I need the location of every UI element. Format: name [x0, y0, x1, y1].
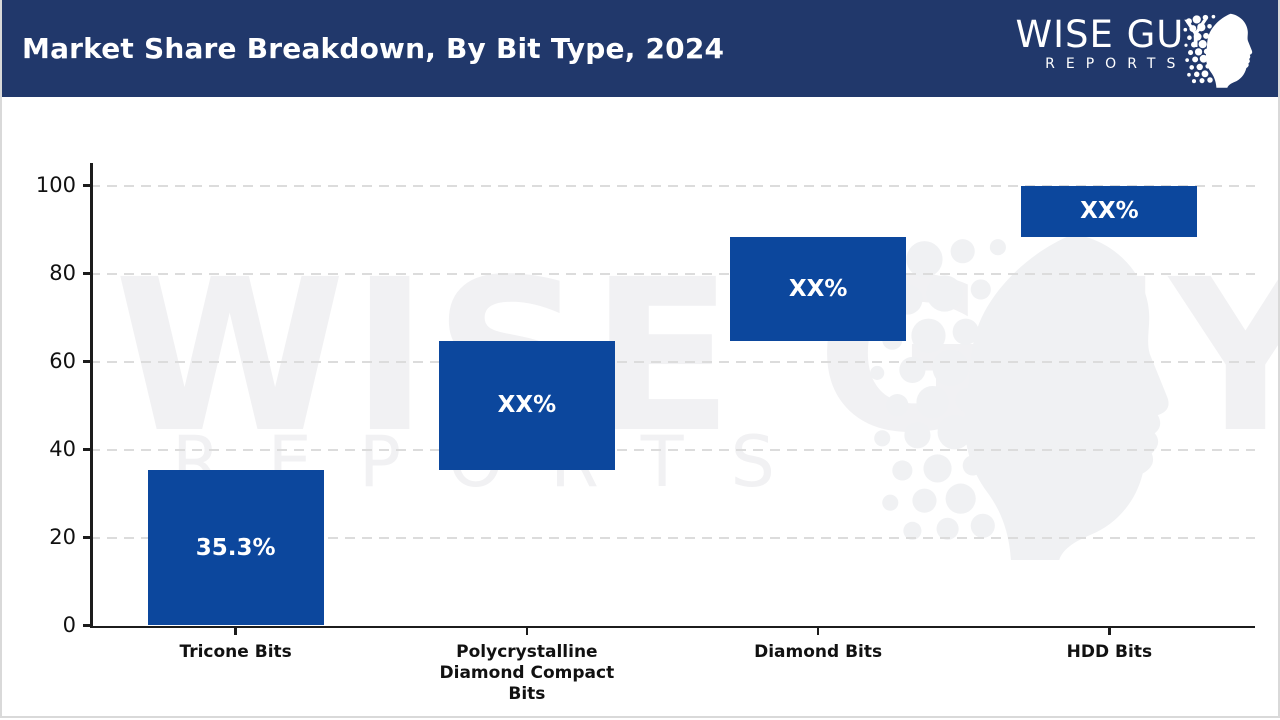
gridline	[90, 184, 1255, 187]
x-category-label: HDD Bits	[1066, 641, 1153, 662]
y-tick-label: 40	[49, 437, 76, 461]
gridline	[90, 448, 1255, 451]
bar-value-label: XX%	[1080, 198, 1139, 225]
y-tick-mark	[83, 448, 90, 451]
x-category-label: Tricone Bits	[179, 641, 292, 662]
y-tick-label: 80	[49, 261, 76, 285]
gridline	[90, 272, 1255, 275]
y-tick-mark	[83, 184, 90, 187]
page-title: Market Share Breakdown, By Bit Type, 202…	[22, 32, 725, 65]
gridline	[90, 360, 1255, 363]
x-category-label: Diamond Bits	[754, 641, 883, 662]
wiseguy-logo: WISE GUY REPORTS	[1012, 4, 1268, 92]
chart: WISE GUY REPORTS 02040608010035.3%Tricon…	[2, 97, 1278, 716]
logo-face-icon	[1183, 13, 1253, 88]
y-tick-mark	[83, 536, 90, 539]
gridline	[90, 536, 1255, 539]
x-category-label: Polycrystalline Diamond Compact Bits	[439, 641, 615, 705]
bar-value-label: 35.3%	[195, 534, 276, 561]
watermark-face-icon	[866, 234, 1169, 560]
logo-subtitle: REPORTS	[1045, 56, 1187, 72]
bar: XX%	[730, 237, 907, 341]
x-tick-mark	[1108, 628, 1111, 635]
y-tick-mark	[83, 624, 90, 627]
logo-text: WISE GUY REPORTS	[1016, 16, 1208, 72]
x-axis	[90, 625, 1255, 628]
y-tick-mark	[83, 272, 90, 275]
bar-value-label: XX%	[788, 276, 848, 303]
bar-value-label: XX%	[497, 392, 557, 419]
y-tick-label: 20	[49, 525, 76, 549]
y-tick-mark	[83, 360, 90, 363]
logo-name: WISE GUY	[1015, 13, 1208, 56]
header-bar: Market Share Breakdown, By Bit Type, 202…	[2, 0, 1278, 97]
x-tick-mark	[525, 628, 529, 635]
y-axis	[90, 163, 93, 628]
y-tick-label: 60	[49, 349, 76, 373]
x-tick-mark	[816, 628, 820, 635]
x-tick-mark	[234, 628, 237, 635]
y-tick-label: 100	[35, 173, 76, 197]
bar: XX%	[438, 340, 615, 471]
bar: XX%	[1021, 185, 1198, 238]
bar: 35.3%	[147, 470, 324, 626]
y-tick-label: 0	[62, 613, 76, 637]
